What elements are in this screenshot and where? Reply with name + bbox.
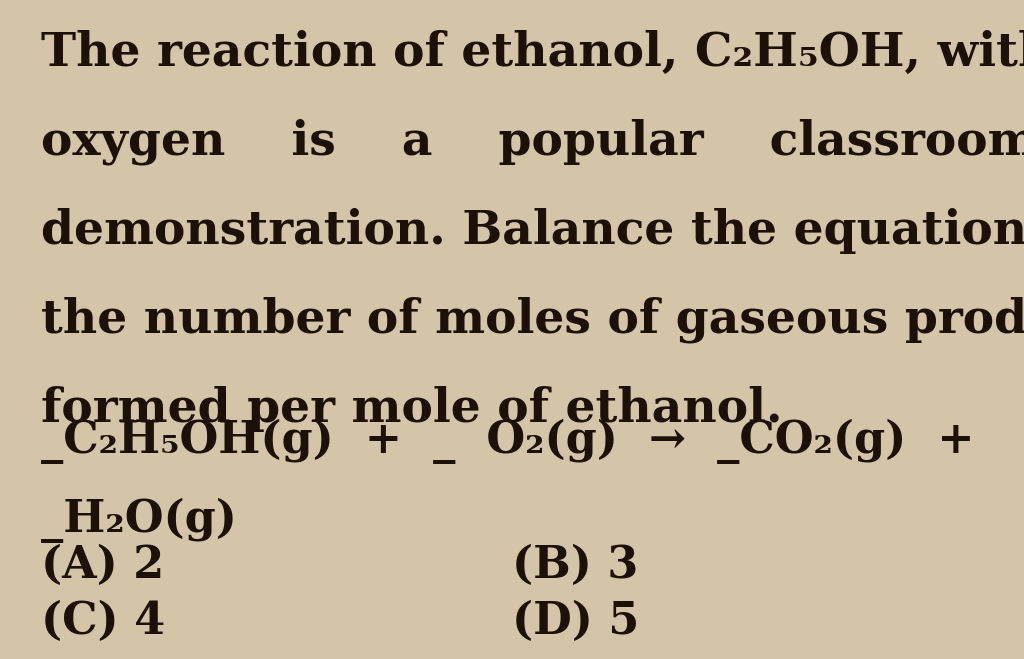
Text: _H₂O(g): _H₂O(g) [41, 498, 237, 543]
Text: (C) 4: (C) 4 [41, 600, 165, 643]
Text: oxygen    is    a    popular    classroom: oxygen is a popular classroom [41, 119, 1024, 165]
Text: formed per mole of ethanol.: formed per mole of ethanol. [41, 386, 782, 432]
Text: demonstration. Balance the equation to find: demonstration. Balance the equation to f… [41, 208, 1024, 254]
Text: the number of moles of gaseous products: the number of moles of gaseous products [41, 297, 1024, 343]
Text: _C₂H₅OH(g)  +  _  O₂(g)  →  _CO₂(g)  +: _C₂H₅OH(g) + _ O₂(g) → _CO₂(g) + [41, 418, 975, 464]
Text: (D) 5: (D) 5 [512, 600, 639, 643]
Text: The reaction of ethanol, C₂H₅OH, with: The reaction of ethanol, C₂H₅OH, with [41, 30, 1024, 76]
Text: (B) 3: (B) 3 [512, 544, 638, 587]
Text: (A) 2: (A) 2 [41, 544, 164, 587]
